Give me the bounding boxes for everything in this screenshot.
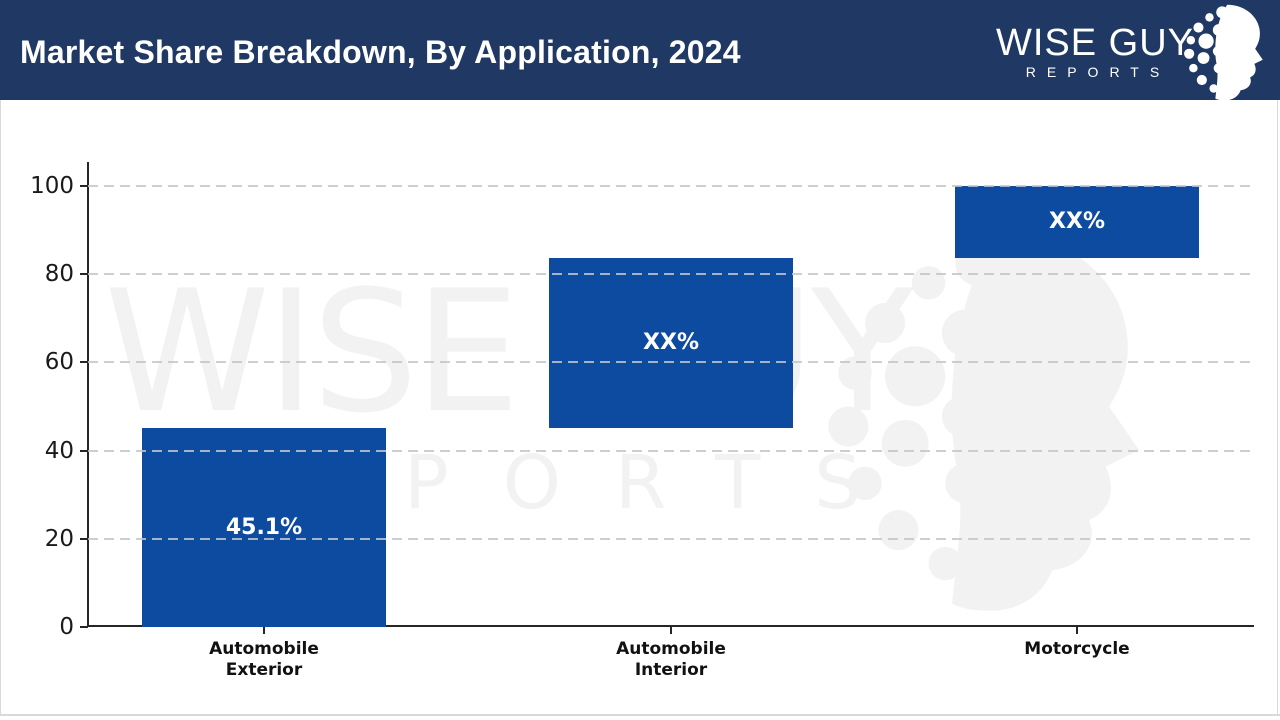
logo-text: WISE GUY REPORTS <box>996 23 1194 81</box>
y-axis-tick-label: 60 <box>44 349 74 376</box>
gridline <box>88 273 1254 276</box>
y-axis-tick-mark <box>80 273 88 276</box>
x-axis-line <box>87 625 1254 627</box>
x-axis-tick-mark <box>263 627 265 634</box>
bar-segment <box>549 257 793 429</box>
y-axis-line <box>87 162 89 627</box>
y-axis-tick-label: 0 <box>59 614 74 640</box>
gridline <box>88 449 1254 452</box>
y-axis-tick-label: 40 <box>44 437 74 464</box>
y-axis-tick-mark <box>80 537 88 540</box>
bottom-divider <box>0 714 1280 716</box>
category-label: Motorcycle <box>1024 639 1130 659</box>
bar-value-label: 45.1% <box>225 514 303 540</box>
category-label: Automobile Interior <box>616 639 726 680</box>
y-axis-tick-mark <box>80 449 88 452</box>
y-axis-tick-mark <box>80 626 88 628</box>
gridline <box>88 361 1254 364</box>
logo-wordmark: WISE GUY <box>995 22 1194 64</box>
y-axis-tick-label: 80 <box>44 261 74 288</box>
logo-subtitle: REPORTS <box>1025 64 1171 80</box>
y-axis-tick-mark <box>80 361 88 364</box>
bar-segment <box>142 428 386 627</box>
page-title: Market Share Breakdown, By Application, … <box>20 34 741 70</box>
bar-value-label: XX% <box>643 329 699 355</box>
x-axis-tick-mark <box>670 627 672 634</box>
bar-value-label: XX% <box>1049 208 1105 234</box>
y-axis-tick-label: 100 <box>30 173 74 199</box>
wise-guy-reports-logo: WISE GUY REPORTS <box>996 4 1266 100</box>
header-bar: Market Share Breakdown, By Application, … <box>0 0 1280 100</box>
gridline <box>88 185 1254 187</box>
category-label: Automobile Exterior <box>209 639 319 680</box>
x-axis-tick-mark <box>1076 627 1078 634</box>
gridline <box>88 537 1254 540</box>
y-axis-tick-mark <box>80 185 88 187</box>
y-axis-tick-label: 20 <box>44 525 74 552</box>
